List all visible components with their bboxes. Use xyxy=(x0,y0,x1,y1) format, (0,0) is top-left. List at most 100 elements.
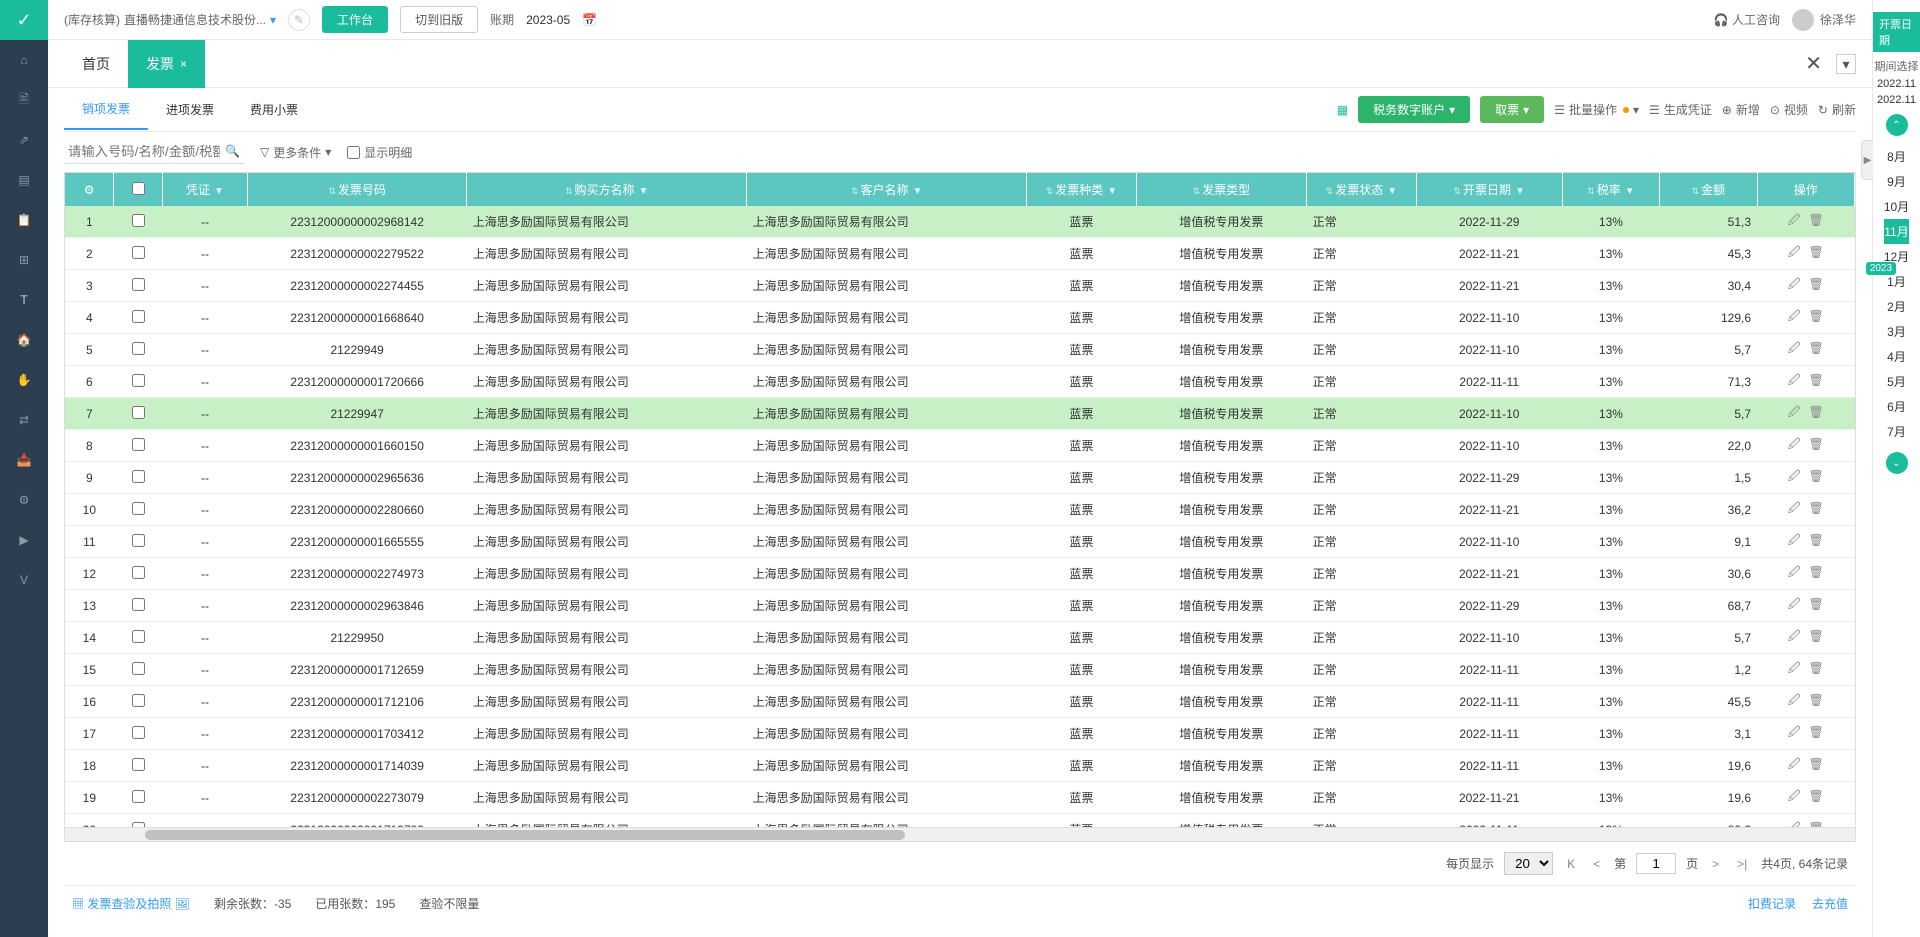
cell-voucher[interactable]: -- xyxy=(162,366,247,398)
delete-icon[interactable]: 🗑 xyxy=(1809,373,1824,387)
table-row[interactable]: 19--22312000000002273079上海思多励国际贸易有限公司上海思… xyxy=(65,782,1855,814)
date-panel-year2[interactable]: 2022.11 xyxy=(1877,94,1916,106)
row-checkbox[interactable] xyxy=(132,342,145,355)
select-all-checkbox[interactable] xyxy=(132,182,145,195)
next-page-button[interactable]: > xyxy=(1708,857,1723,871)
subtab-purchase[interactable]: 进项发票 xyxy=(148,90,232,130)
cell-invoice-no[interactable]: 22312000000002274455 xyxy=(248,270,467,302)
verify-link[interactable]: ▦ 发票查验及拍照 🖼 xyxy=(72,895,190,912)
cell-voucher[interactable]: -- xyxy=(162,590,247,622)
cell-checkbox[interactable] xyxy=(114,686,163,718)
sidebar-nav-text-icon[interactable]: 𝐓 xyxy=(0,280,48,320)
cell-invoice-no[interactable]: 22312000000001665555 xyxy=(248,526,467,558)
edit-icon[interactable]: 🖉 xyxy=(1788,373,1801,387)
first-page-button[interactable]: K xyxy=(1563,857,1579,871)
edit-icon[interactable]: 🖉 xyxy=(1788,437,1801,451)
table-row[interactable]: 15--22312000000001712659上海思多励国际贸易有限公司上海思… xyxy=(65,654,1855,686)
sidebar-nav-transfer-icon[interactable]: ⇄ xyxy=(0,400,48,440)
month-option[interactable]: 10月 xyxy=(1884,194,1909,219)
edit-icon[interactable]: 🖉 xyxy=(1788,821,1801,828)
recharge-link[interactable]: 去充值 xyxy=(1812,895,1848,912)
table-row[interactable]: 5--21229949上海思多励国际贸易有限公司上海思多励国际贸易有限公司蓝票增… xyxy=(65,334,1855,366)
cell-voucher[interactable]: -- xyxy=(162,814,247,829)
delete-icon[interactable]: 🗑 xyxy=(1809,405,1824,419)
cell-voucher[interactable]: -- xyxy=(162,558,247,590)
tax-account-button[interactable]: 税务数字账户 ▾ xyxy=(1358,96,1470,123)
filter-icon[interactable]: ▼ xyxy=(912,186,922,197)
sidebar-nav-home-icon[interactable]: ⌂ xyxy=(0,40,48,80)
sort-icon[interactable]: ⇅ xyxy=(1453,186,1461,196)
col-status[interactable]: ⇅发票状态▼ xyxy=(1307,173,1417,206)
edit-icon[interactable]: 🖉 xyxy=(1788,565,1801,579)
col-gear[interactable]: ⚙ xyxy=(65,173,114,206)
delete-icon[interactable]: 🗑 xyxy=(1809,693,1824,707)
cell-voucher[interactable]: -- xyxy=(162,718,247,750)
month-option[interactable]: 5月 xyxy=(1884,369,1909,394)
col-voucher[interactable]: 凭证▼ xyxy=(162,173,247,206)
row-checkbox[interactable] xyxy=(132,214,145,227)
edit-icon[interactable]: 🖉 xyxy=(1788,213,1801,227)
edit-icon[interactable]: 🖉 xyxy=(1788,629,1801,643)
cell-invoice-no[interactable]: 22312000000002963846 xyxy=(248,590,467,622)
col-invoice-no[interactable]: ⇅发票号码 xyxy=(248,173,467,206)
cell-voucher[interactable]: -- xyxy=(162,334,247,366)
edit-icon[interactable]: 🖉 xyxy=(1788,661,1801,675)
user-menu[interactable]: 徐泽华 xyxy=(1792,9,1856,31)
cell-invoice-no[interactable]: 22312000000001660150 xyxy=(248,430,467,462)
month-option[interactable]: 3月 xyxy=(1884,319,1909,344)
cell-checkbox[interactable] xyxy=(114,782,163,814)
month-option[interactable]: 7月 xyxy=(1884,419,1909,444)
table-row[interactable]: 7--21229947上海思多励国际贸易有限公司上海思多励国际贸易有限公司蓝票增… xyxy=(65,398,1855,430)
cell-voucher[interactable]: -- xyxy=(162,430,247,462)
chevron-down-icon[interactable]: ▾ xyxy=(270,13,276,27)
edit-icon[interactable]: 🖉 xyxy=(1788,469,1801,483)
delete-icon[interactable]: 🗑 xyxy=(1809,533,1824,547)
row-checkbox[interactable] xyxy=(132,470,145,483)
cell-voucher[interactable]: -- xyxy=(162,526,247,558)
cell-checkbox[interactable] xyxy=(114,238,163,270)
col-customer[interactable]: ⇅客户名称▼ xyxy=(747,173,1027,206)
cell-voucher[interactable]: -- xyxy=(162,302,247,334)
cell-checkbox[interactable] xyxy=(114,206,163,238)
cell-voucher[interactable]: -- xyxy=(162,462,247,494)
delete-icon[interactable]: 🗑 xyxy=(1809,821,1824,828)
tabs-close-all-button[interactable]: ✕ xyxy=(1805,51,1822,76)
edit-icon[interactable]: 🖉 xyxy=(1788,501,1801,515)
cell-checkbox[interactable] xyxy=(114,526,163,558)
collapse-handle[interactable]: ▶ xyxy=(1861,140,1873,180)
cell-checkbox[interactable] xyxy=(114,622,163,654)
date-nav-down[interactable]: ⌄ xyxy=(1886,452,1908,474)
cell-checkbox[interactable] xyxy=(114,366,163,398)
cell-invoice-no[interactable]: 22312000000002968142 xyxy=(248,206,467,238)
edit-icon[interactable]: 🖉 xyxy=(1788,789,1801,803)
app-logo[interactable]: ✓ xyxy=(0,0,48,40)
add-new-button[interactable]: ⊕ 新增 xyxy=(1722,101,1760,118)
table-row[interactable]: 20--22312000000001712782上海思多励国际贸易有限公司上海思… xyxy=(65,814,1855,829)
table-row[interactable]: 3--22312000000002274455上海思多励国际贸易有限公司上海思多… xyxy=(65,270,1855,302)
table-row[interactable]: 12--22312000000002274973上海思多励国际贸易有限公司上海思… xyxy=(65,558,1855,590)
cell-invoice-no[interactable]: 22312000000002279522 xyxy=(248,238,467,270)
date-nav-up[interactable]: ⌃ xyxy=(1886,114,1908,136)
edit-icon[interactable]: 🖉 xyxy=(1788,757,1801,771)
close-icon[interactable]: × xyxy=(180,57,187,71)
table-row[interactable]: 8--22312000000001660150上海思多励国际贸易有限公司上海思多… xyxy=(65,430,1855,462)
cell-voucher[interactable]: -- xyxy=(162,270,247,302)
sort-icon[interactable]: ⇅ xyxy=(1193,186,1201,196)
cell-checkbox[interactable] xyxy=(114,334,163,366)
deduct-records-link[interactable]: 扣费记录 xyxy=(1748,895,1796,912)
cell-checkbox[interactable] xyxy=(114,270,163,302)
period-value[interactable]: 2023-05 xyxy=(526,13,570,27)
sidebar-nav-v-icon[interactable]: V xyxy=(0,560,48,600)
cell-invoice-no[interactable]: 22312000000002273079 xyxy=(248,782,467,814)
cell-invoice-no[interactable]: 22312000000001712659 xyxy=(248,654,467,686)
cell-checkbox[interactable] xyxy=(114,494,163,526)
edit-icon[interactable]: 🖉 xyxy=(1788,245,1801,259)
table-row[interactable]: 17--22312000000001703412上海思多励国际贸易有限公司上海思… xyxy=(65,718,1855,750)
sort-icon[interactable]: ⇅ xyxy=(1587,186,1595,196)
row-checkbox[interactable] xyxy=(132,726,145,739)
cell-checkbox[interactable] xyxy=(114,302,163,334)
edit-icon[interactable]: 🖉 xyxy=(1788,341,1801,355)
show-detail-input[interactable] xyxy=(347,146,360,159)
sidebar-nav-building-icon[interactable]: 🏠 xyxy=(0,320,48,360)
month-option[interactable]: 8月 xyxy=(1884,144,1909,169)
